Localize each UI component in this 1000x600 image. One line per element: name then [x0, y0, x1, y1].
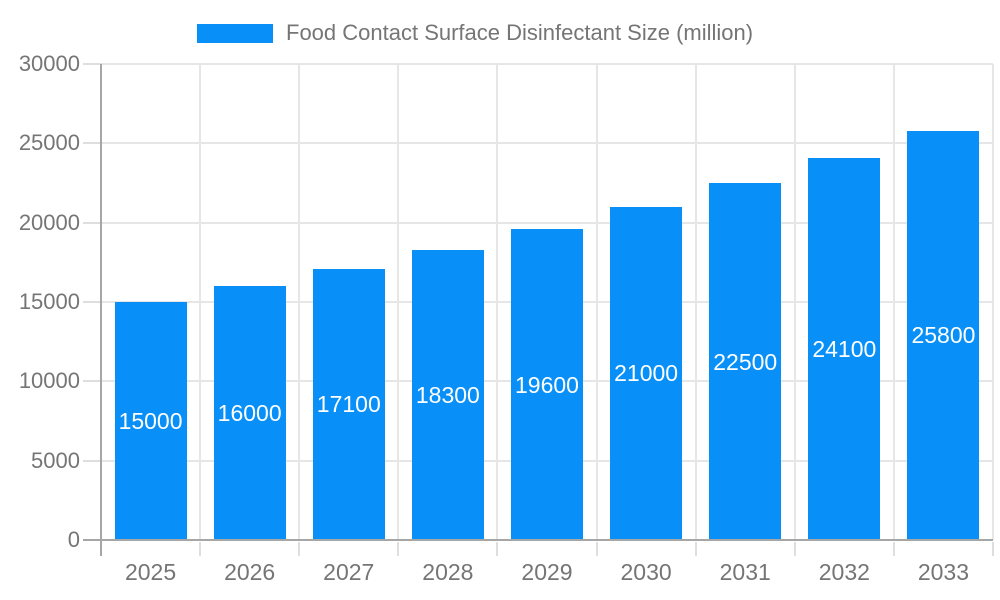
bar-2031[interactable]	[709, 183, 782, 540]
x-axis-label: 2033	[917, 559, 970, 585]
y-axis-tick	[83, 63, 101, 65]
bar-2028[interactable]	[411, 249, 484, 540]
x-axis-tick	[992, 542, 994, 556]
y-axis-label: 15000	[18, 289, 80, 314]
legend-swatch	[197, 23, 273, 43]
chart-title: Food Contact Surface Disinfectant Size (…	[286, 20, 754, 45]
gridline-horizontal	[101, 142, 993, 145]
gridline-vertical	[595, 64, 598, 540]
y-axis-label: 5000	[31, 447, 80, 473]
x-axis-tick	[892, 542, 895, 556]
gridline-vertical	[397, 64, 400, 540]
x-axis-label: 2031	[719, 559, 771, 585]
x-axis-line	[83, 539, 993, 541]
bar-value-label: 21000	[614, 360, 679, 387]
x-axis-label: 2028	[422, 559, 474, 585]
y-axis-tick	[83, 301, 101, 303]
x-axis-label: 2026	[224, 559, 276, 585]
bar-2029[interactable]	[511, 229, 583, 540]
bar-value-label: 25800	[911, 322, 976, 349]
y-axis-label: 20000	[18, 209, 80, 235]
x-axis-label: 2025	[124, 559, 177, 585]
x-axis-tick	[199, 542, 202, 556]
y-axis-tick	[83, 380, 101, 383]
bar-2032[interactable]	[808, 157, 881, 540]
x-axis-label: 2029	[521, 559, 573, 585]
y-axis-tick	[83, 459, 101, 462]
x-axis-tick	[793, 542, 796, 556]
gridline-horizontal	[101, 63, 993, 65]
bar-2033[interactable]	[907, 130, 980, 540]
gridline-vertical	[694, 64, 697, 540]
bar-2030[interactable]	[610, 206, 683, 540]
bar-2027[interactable]	[312, 268, 385, 540]
y-axis-tick	[83, 142, 101, 145]
x-axis-tick	[298, 542, 301, 556]
bar-2026[interactable]	[213, 286, 286, 540]
x-axis-label: 2032	[818, 559, 870, 585]
x-axis-tick	[595, 542, 598, 556]
gridline-vertical	[892, 64, 895, 540]
chart-legend: Food Contact Surface Disinfectant Size (…	[197, 20, 753, 46]
gridline-vertical	[199, 64, 202, 540]
bar-value-label: 22500	[713, 348, 778, 375]
gridline-vertical	[496, 64, 499, 540]
x-axis-tick	[496, 542, 499, 556]
y-axis-line	[100, 64, 102, 556]
bar-2025[interactable]	[114, 302, 187, 540]
gridline-vertical	[793, 64, 796, 540]
y-axis-label: 10000	[18, 368, 80, 394]
x-axis-tick	[397, 542, 400, 556]
x-axis-tick	[694, 542, 697, 556]
bar-value-label: 24100	[812, 335, 877, 362]
gridline-vertical	[298, 64, 301, 540]
y-axis-label: 0	[67, 527, 80, 552]
bar-value-label: 18300	[415, 381, 480, 408]
x-axis-label: 2027	[323, 559, 375, 585]
gridline-horizontal	[101, 221, 993, 224]
y-axis-label: 30000	[18, 51, 80, 76]
bar-value-label: 17100	[316, 391, 381, 418]
gridline-vertical	[992, 64, 994, 540]
bar-value-label: 19600	[515, 371, 579, 398]
bar-value-label: 15000	[118, 408, 183, 434]
y-axis-label: 25000	[18, 130, 80, 156]
bar-value-label: 16000	[217, 400, 282, 427]
y-axis-tick	[83, 221, 101, 224]
x-axis-label: 2030	[620, 559, 672, 585]
